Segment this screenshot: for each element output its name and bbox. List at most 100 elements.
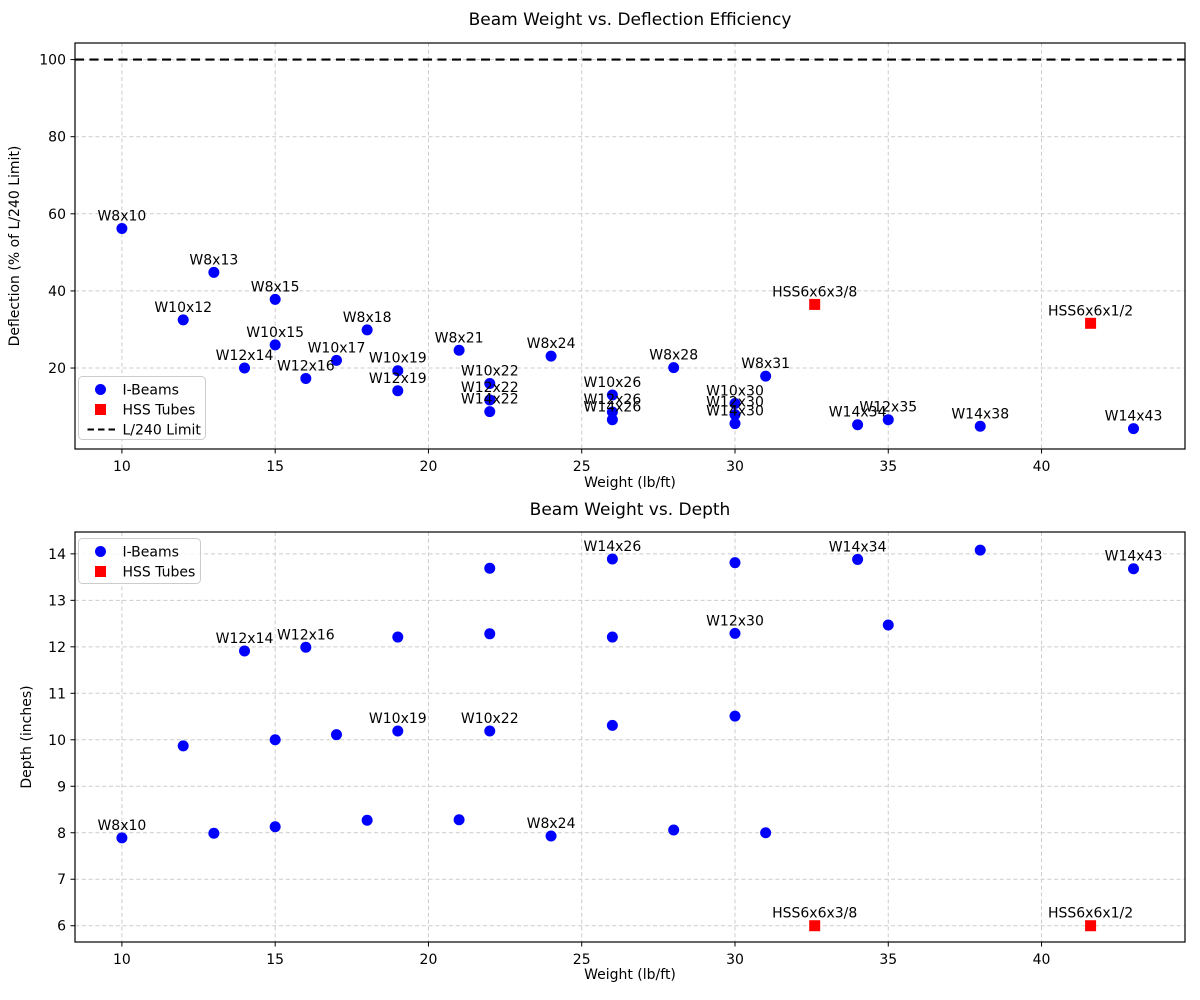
x-tick-label: 10 <box>113 459 131 475</box>
data-point-W12x30 <box>729 409 741 421</box>
data-point-HSS6x6x1/2 <box>1085 920 1097 932</box>
point-annotation-W14x43: W14x43 <box>1105 549 1163 565</box>
y-tick-label: 9 <box>57 779 66 795</box>
point-annotation-W10x19: W10x19 <box>369 351 427 367</box>
data-point-W8x21 <box>453 344 465 356</box>
point-annotation-W12x14: W12x14 <box>216 631 274 647</box>
deflection-chart-title: Beam Weight vs. Deflection Efficiency <box>468 10 792 30</box>
point-annotation-W12x30: W12x30 <box>706 613 764 629</box>
data-point-W10x15 <box>269 339 281 351</box>
point-annotation-W14x38: W14x38 <box>951 406 1009 422</box>
point-annotation-W10x15: W10x15 <box>246 325 304 341</box>
point-annotation-HSS6x6x3/8: HSS6x6x3/8 <box>772 284 857 300</box>
point-annotation-W12x16: W12x16 <box>277 358 335 374</box>
data-point-W12x19 <box>392 631 404 643</box>
data-point-W8x28 <box>668 362 680 374</box>
data-point-W8x31 <box>760 827 772 839</box>
x-tick-label: 20 <box>420 952 438 968</box>
point-annotation-W12x22: W12x22 <box>461 380 519 396</box>
y-tick-label: 11 <box>48 686 66 702</box>
data-point-W12x22 <box>484 394 496 406</box>
point-annotation-W8x21: W8x21 <box>435 330 484 346</box>
chart-0: 10 15 20 25 30 35 40 20 40 60 80 100 W8x10 W8x13 W8x15… <box>39 42 1186 475</box>
axes-spines <box>74 531 1186 943</box>
data-point-W8x15 <box>269 293 281 305</box>
data-point-W14x38 <box>974 544 986 556</box>
y-tick-label: 14 <box>48 547 66 563</box>
x-tick-label: 35 <box>879 459 897 475</box>
data-point-W10x17 <box>330 354 342 366</box>
x-tick-label: 25 <box>573 952 591 968</box>
point-annotation-HSS6x6x1/2: HSS6x6x1/2 <box>1048 906 1133 922</box>
legend-box <box>78 538 201 584</box>
data-point-W12x35 <box>882 619 894 631</box>
data-point-W14x22 <box>484 562 496 574</box>
point-annotation-W14x26: W14x26 <box>583 539 641 555</box>
legend-label: I-Beams <box>123 545 179 561</box>
y-tick-label: 100 <box>39 53 66 69</box>
point-annotation-W10x12: W10x12 <box>154 300 212 316</box>
y-tick-label: 12 <box>48 640 66 656</box>
data-point-W10x19 <box>392 365 404 377</box>
data-point-W12x19 <box>392 385 404 397</box>
point-annotation-W10x22: W10x22 <box>461 363 519 379</box>
legend-box <box>78 376 206 440</box>
y-tick-label: 13 <box>48 593 66 609</box>
point-annotation-W8x31: W8x31 <box>741 356 790 372</box>
data-point-W8x15 <box>269 821 281 833</box>
data-point-W10x12 <box>177 314 189 326</box>
x-tick-label: 40 <box>1033 952 1051 968</box>
data-point-HSS6x6x3/8 <box>809 298 821 310</box>
point-annotation-W8x15: W8x15 <box>251 279 300 295</box>
depth-y-axis-label: Depth (inches) <box>19 685 35 789</box>
data-point-W14x43 <box>1128 563 1140 575</box>
legend-marker-circle <box>95 384 106 395</box>
point-annotation-W8x24: W8x24 <box>527 336 576 352</box>
data-point-HSS6x6x1/2 <box>1085 317 1097 329</box>
data-point-W14x34 <box>852 553 864 565</box>
data-point-W12x14 <box>239 362 251 374</box>
data-point-W14x30 <box>729 557 741 569</box>
x-tick-label: 15 <box>266 952 284 968</box>
x-tick-label: 25 <box>573 459 591 475</box>
point-annotation-W12x30: W12x30 <box>706 395 764 411</box>
data-point-W10x19 <box>392 725 404 737</box>
point-annotation-W12x26: W12x26 <box>583 392 641 408</box>
legend-label: L/240 Limit <box>123 423 202 439</box>
data-point-W8x24 <box>545 350 557 362</box>
point-annotation-W8x10: W8x10 <box>97 818 146 834</box>
legend-label: HSS Tubes <box>123 403 196 419</box>
data-point-W12x26 <box>606 631 618 643</box>
data-point-W10x22 <box>484 377 496 389</box>
depth-chart-title: Beam Weight vs. Depth <box>529 500 731 520</box>
x-tick-label: 20 <box>420 459 438 475</box>
legend-marker-square <box>95 566 106 577</box>
data-point-W14x22 <box>484 406 496 418</box>
x-tick-label: 30 <box>726 952 744 968</box>
data-point-W8x13 <box>208 827 220 839</box>
point-annotation-HSS6x6x1/2: HSS6x6x1/2 <box>1048 303 1133 319</box>
point-annotation-W14x26: W14x26 <box>583 400 641 416</box>
point-annotation-W8x24: W8x24 <box>527 816 576 832</box>
data-point-W10x30 <box>729 710 741 722</box>
x-tick-label: 40 <box>1033 459 1051 475</box>
point-annotation-W12x16: W12x16 <box>277 627 335 643</box>
data-point-W14x30 <box>729 418 741 430</box>
deflection-y-axis-label: Deflection (% of L/240 Limit) <box>7 145 23 347</box>
data-point-W14x38 <box>974 420 986 432</box>
legend-marker-circle <box>95 546 106 557</box>
data-point-W14x43 <box>1128 423 1140 435</box>
x-tick-label: 35 <box>879 952 897 968</box>
point-annotation-W14x22: W14x22 <box>461 392 519 408</box>
y-tick-label: 10 <box>48 733 66 749</box>
data-point-W8x13 <box>208 266 220 278</box>
data-point-W10x26 <box>606 719 618 731</box>
point-annotation-W14x30: W14x30 <box>706 404 764 420</box>
data-point-W8x10 <box>116 222 128 234</box>
data-point-W10x22 <box>484 725 496 737</box>
point-annotation-W12x14: W12x14 <box>216 348 274 364</box>
point-annotation-HSS6x6x3/8: HSS6x6x3/8 <box>772 906 857 922</box>
data-point-W12x26 <box>606 406 618 418</box>
